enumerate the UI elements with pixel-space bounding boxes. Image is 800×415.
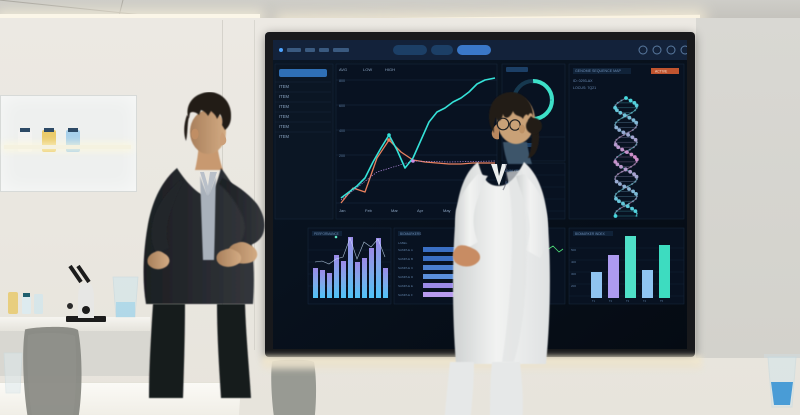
svg-text:Apr: Apr bbox=[417, 208, 424, 213]
svg-text:SAMPLE C: SAMPLE C bbox=[398, 266, 414, 270]
svg-text:BIOMARKER INDEX: BIOMARKER INDEX bbox=[575, 232, 606, 236]
svg-text:HIGH: HIGH bbox=[385, 67, 395, 72]
svg-text:LOCUS: 7Q21: LOCUS: 7Q21 bbox=[573, 86, 596, 90]
svg-text:600: 600 bbox=[339, 104, 345, 108]
svg-text:LABEL: LABEL bbox=[398, 241, 408, 245]
svg-text:SAMPLE E: SAMPLE E bbox=[398, 284, 413, 288]
svg-text:SAMPLE A: SAMPLE A bbox=[398, 248, 413, 252]
svg-text:ID: 0293-AX: ID: 0293-AX bbox=[573, 79, 593, 83]
svg-text:SAMPLE D: SAMPLE D bbox=[398, 275, 414, 279]
svg-text:400: 400 bbox=[339, 129, 345, 133]
svg-text:ACTIVE: ACTIVE bbox=[655, 70, 668, 74]
svg-text:LOW: LOW bbox=[363, 67, 372, 72]
svg-text:GENOME SEQUENCE MAP: GENOME SEQUENCE MAP bbox=[575, 69, 622, 73]
svg-text:PERFORMANCE: PERFORMANCE bbox=[314, 232, 339, 236]
svg-text:ITEM: ITEM bbox=[279, 84, 290, 89]
svg-text:AVG: AVG bbox=[339, 67, 347, 72]
svg-text:SAMPLE B: SAMPLE B bbox=[398, 257, 413, 261]
svg-text:Mar: Mar bbox=[391, 208, 399, 213]
svg-text:200: 200 bbox=[339, 154, 345, 158]
svg-text:Jan: Jan bbox=[339, 208, 345, 213]
svg-text:800: 800 bbox=[339, 79, 345, 83]
svg-text:Feb: Feb bbox=[365, 208, 373, 213]
svg-text:SAMPLE F: SAMPLE F bbox=[398, 293, 413, 297]
svg-text:BIOMARKERS: BIOMARKERS bbox=[400, 232, 421, 236]
